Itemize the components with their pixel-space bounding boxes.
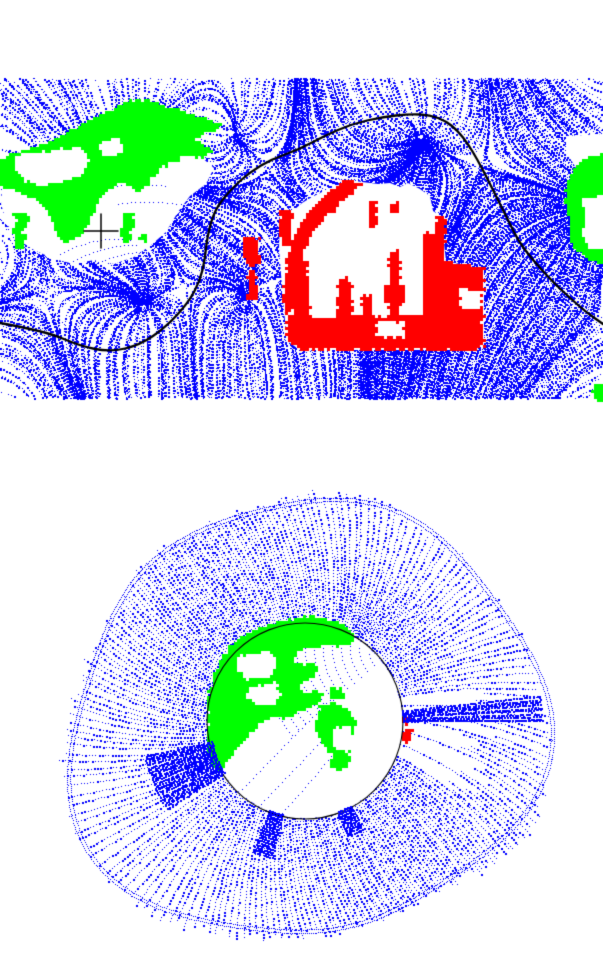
field-map-canvas (0, 0, 603, 959)
figure-field-line-maps (0, 0, 603, 959)
